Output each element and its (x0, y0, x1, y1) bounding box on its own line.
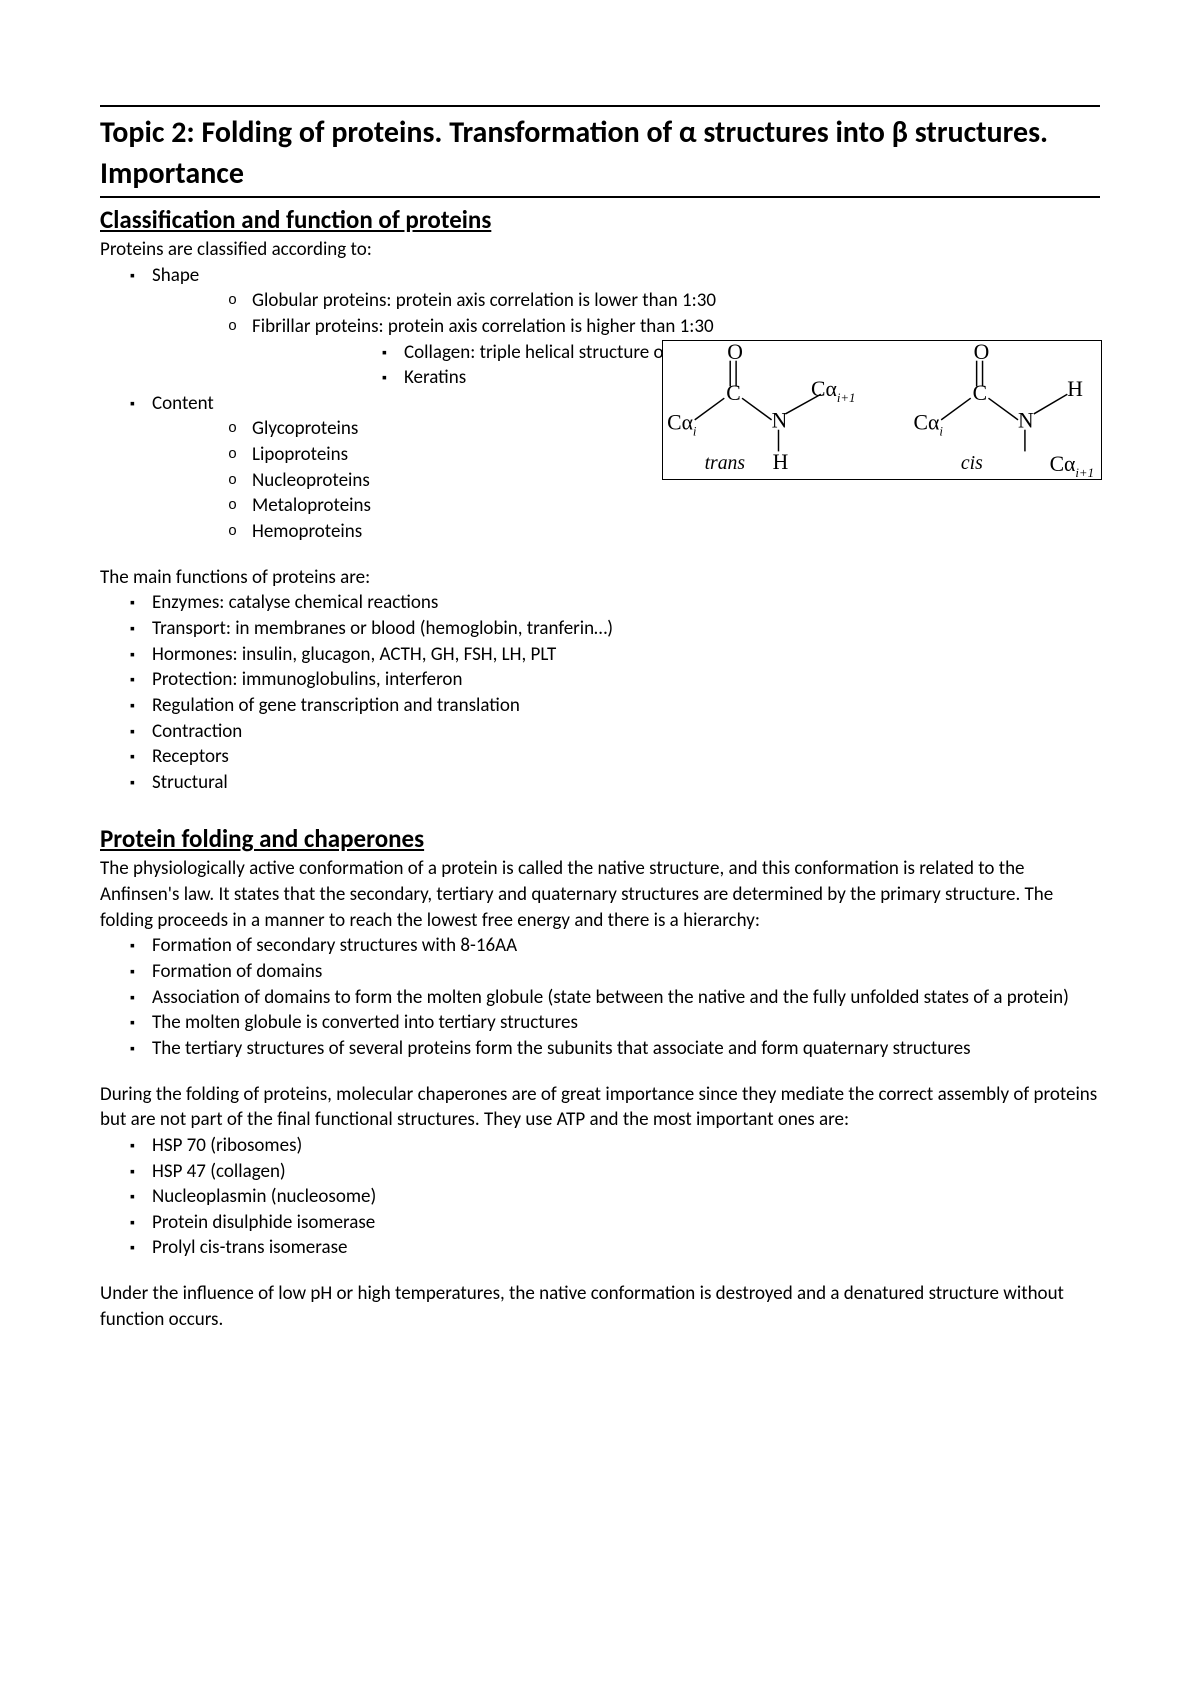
rule-top (100, 105, 1100, 107)
lbl-trans: trans (705, 452, 746, 474)
lbl-H-trans: H (773, 450, 789, 474)
lbl-H-cis: H (1067, 377, 1083, 401)
fn-regulation: Regulation of gene transcription and tra… (100, 693, 1100, 719)
hier-5: The tertiary structures of several prote… (100, 1036, 1100, 1062)
content-label: Content (152, 392, 214, 415)
fn-receptors: Receptors (100, 744, 1100, 770)
hier-4: The molten globule is converted into ter… (100, 1010, 1100, 1036)
peptide-bond-diagram: O C Cαi N Cαi+1 H trans O C Cαi N H Cαi+… (662, 340, 1102, 480)
hierarchy-list: Formation of secondary structures with 8… (100, 933, 1100, 1061)
fn-hormones: Hormones: insulin, glucagon, ACTH, GH, F… (100, 642, 1100, 668)
lbl-cis: cis (961, 452, 983, 474)
page-title: Topic 2: Folding of proteins. Transforma… (100, 113, 1100, 194)
section1-intro: Proteins are classified according to: (100, 237, 1100, 263)
chap-2: HSP 47 (collagen) (100, 1159, 1100, 1185)
lbl-C-cis: C (973, 381, 987, 405)
chaperones-list: HSP 70 (ribosomes) HSP 47 (collagen) Nuc… (100, 1133, 1100, 1261)
hier-1: Formation of secondary structures with 8… (100, 933, 1100, 959)
lbl-Cai-trans: Cαi (667, 411, 697, 439)
lbl-N-cis: N (1018, 409, 1034, 433)
fn-transport: Transport: in membranes or blood (hemogl… (100, 616, 1100, 642)
section2-para1: The physiologically active conformation … (100, 856, 1100, 933)
hemo-item: Hemoproteins (152, 519, 1100, 545)
hier-3: Association of domains to form the molte… (100, 985, 1100, 1011)
fibrillar-text: Fibrillar proteins: protein axis correla… (252, 315, 714, 338)
fn-protection: Protection: immunoglobulins, interferon (100, 667, 1100, 693)
chap-5: Prolyl cis-trans isomerase (100, 1235, 1100, 1261)
lbl-C-trans: C (726, 381, 740, 405)
fn-structural: Structural (100, 770, 1100, 796)
rule-bottom (100, 196, 1100, 198)
lbl-Caip1-cis: Cαi+1 (1050, 452, 1094, 479)
fn-enzymes: Enzymes: catalyse chemical reactions (100, 590, 1100, 616)
section2-heading: Protein folding and chaperones (100, 823, 1100, 854)
chap-4: Protein disulphide isomerase (100, 1210, 1100, 1236)
lbl-Caip1-trans: Cαi+1 (811, 377, 855, 405)
fn-contraction: Contraction (100, 719, 1100, 745)
shape-label: Shape (152, 264, 199, 287)
hier-2: Formation of domains (100, 959, 1100, 985)
functions-list: Enzymes: catalyse chemical reactions Tra… (100, 590, 1100, 795)
lbl-Cai-cis: Cαi (914, 411, 944, 439)
globular-item: Globular proteins: protein axis correlat… (152, 288, 1100, 314)
functions-intro: The main functions of proteins are: (100, 565, 1100, 591)
section1-heading: Classification and function of proteins (100, 204, 1100, 235)
chap-1: HSP 70 (ribosomes) (100, 1133, 1100, 1159)
diagram-svg: O C Cαi N Cαi+1 H trans O C Cαi N H Cαi+… (663, 341, 1101, 479)
chap-3: Nucleoplasmin (nucleosome) (100, 1184, 1100, 1210)
lbl-N-trans: N (772, 409, 788, 433)
section2-para3: Under the influence of low pH or high te… (100, 1281, 1100, 1332)
section2-para2: During the folding of proteins, molecula… (100, 1082, 1100, 1133)
lbl-O-cis: O (974, 341, 990, 364)
metalo-item: Metaloproteins (152, 493, 1100, 519)
lbl-O-trans: O (727, 341, 743, 364)
page-content: Topic 2: Folding of proteins. Transforma… (100, 105, 1100, 1332)
